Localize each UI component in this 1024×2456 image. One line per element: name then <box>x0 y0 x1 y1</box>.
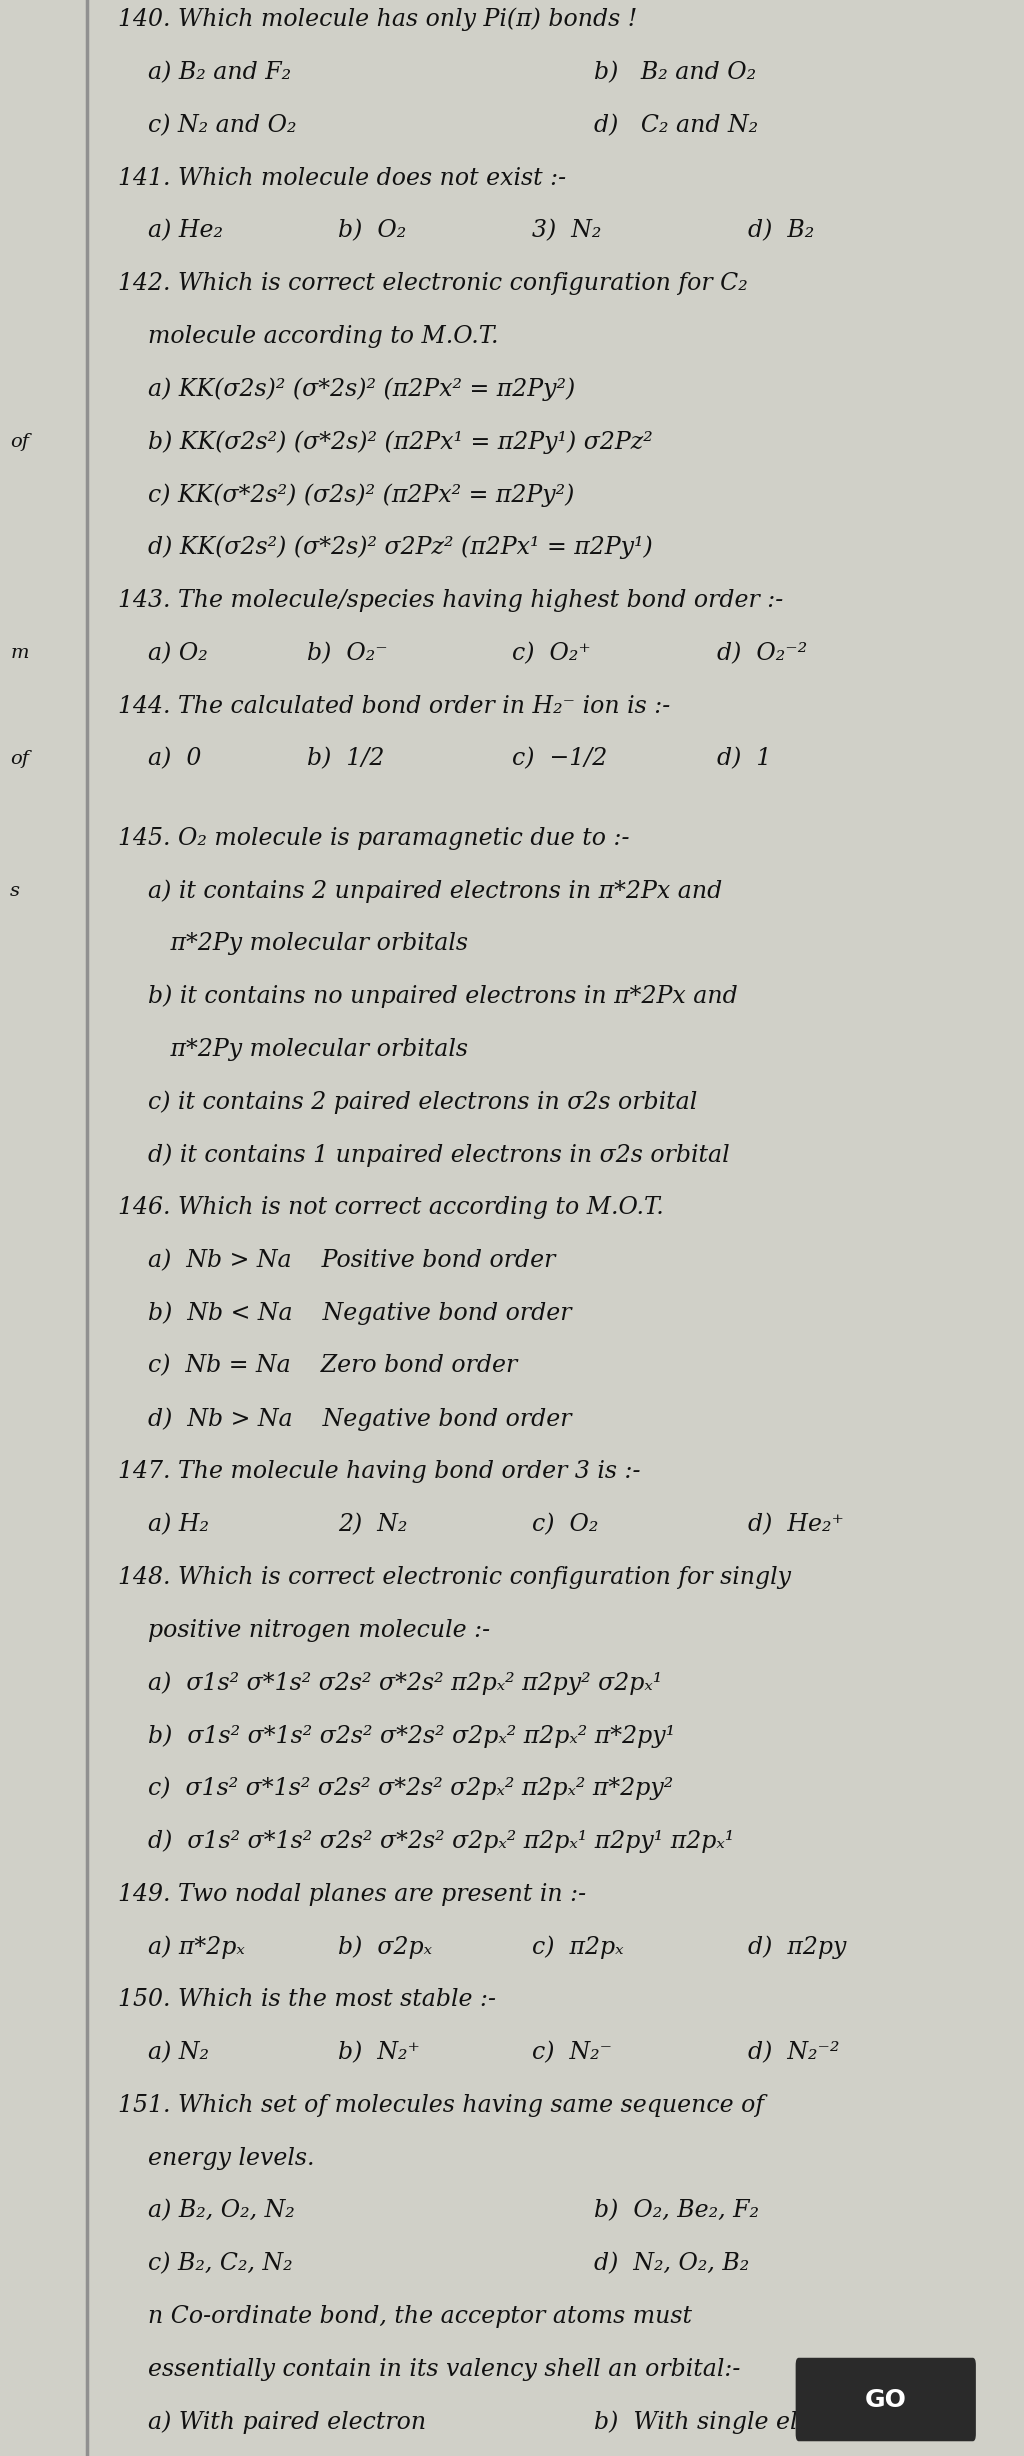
Text: 2)  N₂: 2) N₂ <box>338 1513 408 1535</box>
Text: d)  B₂: d) B₂ <box>748 219 814 243</box>
Text: c)  π2pₓ: c) π2pₓ <box>532 1935 624 1960</box>
Text: π*2Py molecular orbitals: π*2Py molecular orbitals <box>118 933 468 955</box>
Text: 145. O₂ molecule is paramagnetic due to :-: 145. O₂ molecule is paramagnetic due to … <box>118 828 630 850</box>
Text: a) B₂, O₂, N₂: a) B₂, O₂, N₂ <box>118 2201 295 2223</box>
Text: d)  1: d) 1 <box>717 747 771 771</box>
Text: c)  Nb = Na    Zero bond order: c) Nb = Na Zero bond order <box>118 1356 517 1378</box>
Text: c) KK(σ*2s²) (σ2s)² (π2Px² = π2Py²): c) KK(σ*2s²) (σ2s)² (π2Px² = π2Py²) <box>118 484 574 506</box>
Text: c) B₂, C₂, N₂: c) B₂, C₂, N₂ <box>118 2252 293 2274</box>
Text: b)  With single electron: b) With single electron <box>594 2409 874 2434</box>
Text: c)  O₂⁺: c) O₂⁺ <box>512 641 591 666</box>
Text: energy levels.: energy levels. <box>118 2147 314 2169</box>
Text: a)  σ1s² σ*1s² σ2s² σ*2s² π2pₓ² π2py² σ2pₓ¹: a) σ1s² σ*1s² σ2s² σ*2s² π2pₓ² π2py² σ2p… <box>118 1670 662 1695</box>
Text: a) With paired electron: a) With paired electron <box>118 2409 426 2434</box>
Text: of: of <box>10 432 30 452</box>
Text: a) O₂: a) O₂ <box>118 641 208 666</box>
Text: b)  1/2: b) 1/2 <box>307 747 385 771</box>
Text: d)   C₂ and N₂: d) C₂ and N₂ <box>594 113 758 138</box>
Text: molecule according to M.O.T.: molecule according to M.O.T. <box>118 324 499 349</box>
Text: d)  He₂⁺: d) He₂⁺ <box>748 1513 844 1535</box>
Text: c) it contains 2 paired electrons in σ2s orbital: c) it contains 2 paired electrons in σ2s… <box>118 1090 697 1115</box>
Text: n Co-ordinate bond, the acceptor atoms must: n Co-ordinate bond, the acceptor atoms m… <box>118 2306 692 2328</box>
Text: of: of <box>10 749 30 769</box>
Text: d)  O₂⁻²: d) O₂⁻² <box>717 641 807 666</box>
Text: d)  Nb > Na    Negative bond order: d) Nb > Na Negative bond order <box>118 1407 571 1432</box>
Text: d)  N₂⁻²: d) N₂⁻² <box>748 2041 839 2063</box>
Text: 149. Two nodal planes are present in :-: 149. Two nodal planes are present in :- <box>118 1884 586 1906</box>
Text: 150. Which is the most stable :-: 150. Which is the most stable :- <box>118 1989 496 2011</box>
Text: b)  σ2pₓ: b) σ2pₓ <box>338 1935 432 1960</box>
Text: essentially contain in its valency shell an orbital:-: essentially contain in its valency shell… <box>118 2358 740 2380</box>
Text: d)  σ1s² σ*1s² σ2s² σ*2s² σ2pₓ² π2pₓ¹ π2py¹ π2pₓ¹: d) σ1s² σ*1s² σ2s² σ*2s² σ2pₓ² π2pₓ¹ π2p… <box>118 1830 734 1854</box>
Text: 144. The calculated bond order in H₂⁻ ion is :-: 144. The calculated bond order in H₂⁻ io… <box>118 695 670 717</box>
Text: 142. Which is correct electronic configuration for C₂: 142. Which is correct electronic configu… <box>118 273 748 295</box>
Text: b)   B₂ and O₂: b) B₂ and O₂ <box>594 61 756 84</box>
Text: d) it contains 1 unpaired electrons in σ2s orbital: d) it contains 1 unpaired electrons in σ… <box>118 1142 729 1167</box>
Text: 146. Which is not correct according to M.O.T.: 146. Which is not correct according to M… <box>118 1196 664 1218</box>
Text: m: m <box>10 643 29 663</box>
Text: b)  N₂⁺: b) N₂⁺ <box>338 2041 420 2063</box>
Text: a) B₂ and F₂: a) B₂ and F₂ <box>118 61 291 84</box>
Text: b)  O₂: b) O₂ <box>338 219 407 243</box>
Text: b)  O₂, Be₂, F₂: b) O₂, Be₂, F₂ <box>594 2201 759 2223</box>
Text: GO: GO <box>865 2387 906 2412</box>
FancyBboxPatch shape <box>796 2358 976 2441</box>
Text: b)  O₂⁻: b) O₂⁻ <box>307 641 388 666</box>
Text: s: s <box>10 882 20 899</box>
Text: a) N₂: a) N₂ <box>118 2041 209 2063</box>
Text: a) He₂: a) He₂ <box>118 219 223 243</box>
Text: a) KK(σ2s)² (σ*2s)² (π2Px² = π2Py²): a) KK(σ2s)² (σ*2s)² (π2Px² = π2Py²) <box>118 378 575 400</box>
Text: d)  π2py: d) π2py <box>748 1935 846 1960</box>
Text: d) KK(σ2s²) (σ*2s)² σ2Pz² (π2Px¹ = π2Py¹): d) KK(σ2s²) (σ*2s)² σ2Pz² (π2Px¹ = π2Py¹… <box>118 535 652 560</box>
Text: π*2Py molecular orbitals: π*2Py molecular orbitals <box>118 1039 468 1061</box>
Text: b)  Nb < Na    Negative bond order: b) Nb < Na Negative bond order <box>118 1302 571 1326</box>
Text: 3)  N₂: 3) N₂ <box>532 219 602 243</box>
Text: c)  O₂: c) O₂ <box>532 1513 599 1535</box>
Text: b)  σ1s² σ*1s² σ2s² σ*2s² σ2pₓ² π2pₓ² π*2py¹: b) σ1s² σ*1s² σ2s² σ*2s² σ2pₓ² π2pₓ² π*2… <box>118 1724 675 1749</box>
Text: 141. Which molecule does not exist :-: 141. Which molecule does not exist :- <box>118 167 566 189</box>
Text: 143. The molecule/species having highest bond order :-: 143. The molecule/species having highest… <box>118 589 783 612</box>
Text: d)  N₂, O₂, B₂: d) N₂, O₂, B₂ <box>594 2252 750 2274</box>
Text: b) it contains no unpaired electrons in π*2Px and: b) it contains no unpaired electrons in … <box>118 985 737 1009</box>
Text: 147. The molecule having bond order 3 is :-: 147. The molecule having bond order 3 is… <box>118 1461 640 1483</box>
Text: c) N₂ and O₂: c) N₂ and O₂ <box>118 113 296 138</box>
Text: c)  σ1s² σ*1s² σ2s² σ*2s² σ2pₓ² π2pₓ² π*2py²: c) σ1s² σ*1s² σ2s² σ*2s² σ2pₓ² π2pₓ² π*2… <box>118 1776 673 1800</box>
Text: 151. Which set of molecules having same sequence of: 151. Which set of molecules having same … <box>118 2095 764 2117</box>
Text: positive nitrogen molecule :-: positive nitrogen molecule :- <box>118 1619 489 1641</box>
Text: a) H₂: a) H₂ <box>118 1513 209 1535</box>
Text: 140. Which molecule has only Pi(π) bonds !: 140. Which molecule has only Pi(π) bonds… <box>118 7 637 32</box>
Text: a) it contains 2 unpaired electrons in π*2Px and: a) it contains 2 unpaired electrons in π… <box>118 879 722 904</box>
Text: a) π*2pₓ: a) π*2pₓ <box>118 1935 245 1960</box>
Text: a)  0: a) 0 <box>118 747 201 771</box>
Text: 148. Which is correct electronic configuration for singly: 148. Which is correct electronic configu… <box>118 1567 791 1589</box>
Text: b) KK(σ2s²) (σ*2s)² (π2Px¹ = π2Py¹) σ2Pz²: b) KK(σ2s²) (σ*2s)² (π2Px¹ = π2Py¹) σ2Pz… <box>118 430 652 454</box>
Text: c)  −1/2: c) −1/2 <box>512 747 607 771</box>
Text: a)  Nb > Na    Positive bond order: a) Nb > Na Positive bond order <box>118 1250 555 1272</box>
Text: c)  N₂⁻: c) N₂⁻ <box>532 2041 612 2063</box>
